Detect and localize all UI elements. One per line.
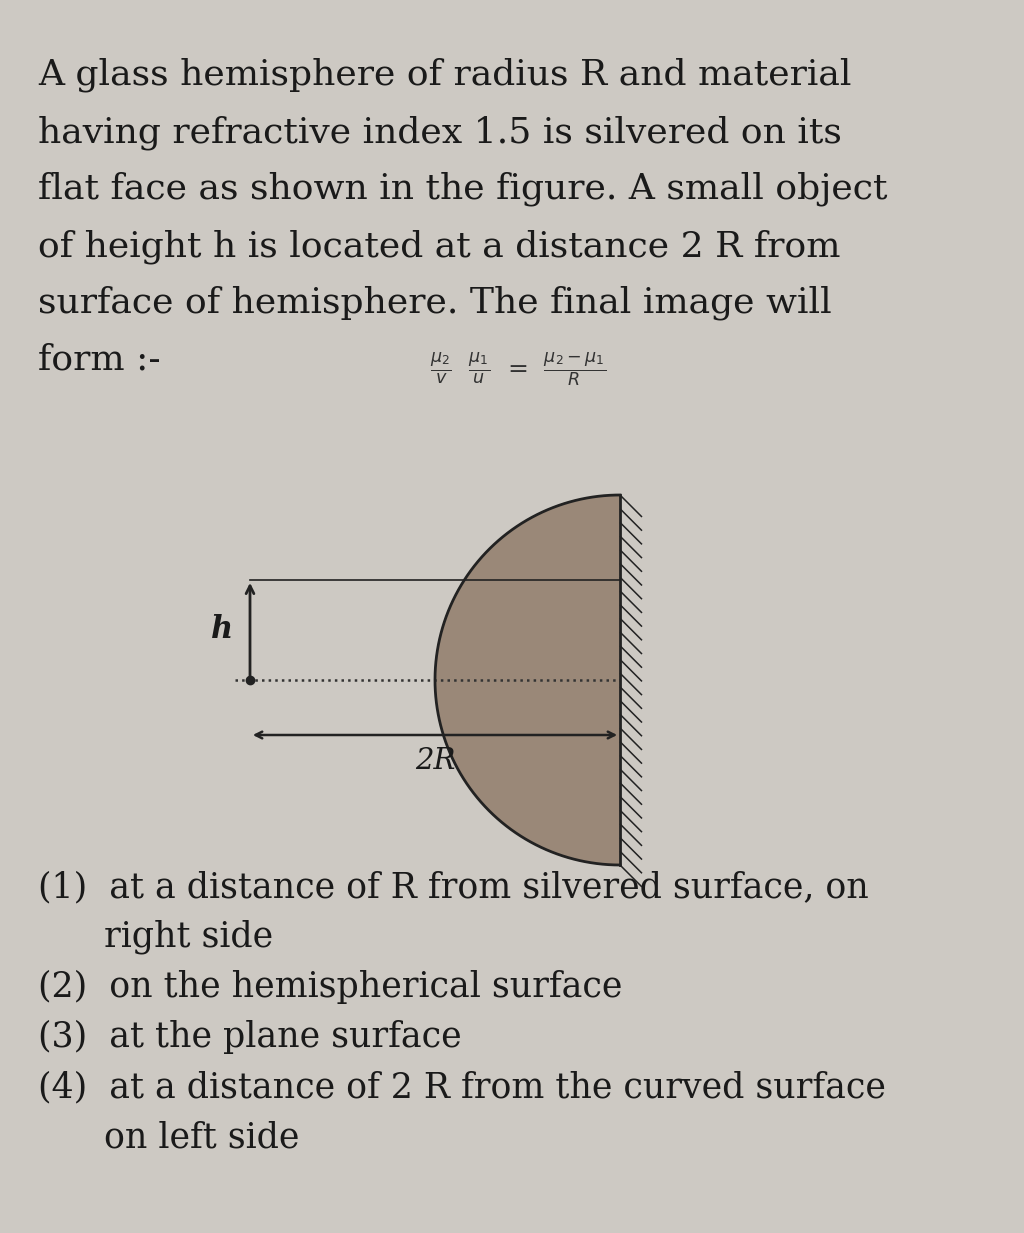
- Text: h: h: [211, 614, 233, 646]
- Text: flat face as shown in the figure. A small object: flat face as shown in the figure. A smal…: [38, 171, 888, 206]
- Polygon shape: [435, 494, 620, 866]
- Text: on left side: on left side: [38, 1120, 299, 1154]
- Text: right side: right side: [38, 920, 273, 954]
- Text: (3)  at the plane surface: (3) at the plane surface: [38, 1020, 462, 1054]
- Text: having refractive index 1.5 is silvered on its: having refractive index 1.5 is silvered …: [38, 115, 842, 149]
- Text: 2R: 2R: [415, 747, 456, 776]
- Text: (1)  at a distance of R from silvered surface, on: (1) at a distance of R from silvered sur…: [38, 870, 868, 904]
- Text: (2)  on the hemispherical surface: (2) on the hemispherical surface: [38, 970, 623, 1004]
- Text: $\frac{\mu_2}{v}$  $\frac{\mu_1}{u}$  =  $\frac{\mu_2-\mu_1}{R}$: $\frac{\mu_2}{v}$ $\frac{\mu_1}{u}$ = $\…: [430, 351, 606, 390]
- Text: surface of hemisphere. The final image will: surface of hemisphere. The final image w…: [38, 286, 831, 321]
- Text: of height h is located at a distance 2 R from: of height h is located at a distance 2 R…: [38, 229, 841, 264]
- Text: A glass hemisphere of radius R and material: A glass hemisphere of radius R and mater…: [38, 58, 852, 92]
- Text: (4)  at a distance of 2 R from the curved surface: (4) at a distance of 2 R from the curved…: [38, 1070, 886, 1104]
- Text: form :-: form :-: [38, 343, 161, 377]
